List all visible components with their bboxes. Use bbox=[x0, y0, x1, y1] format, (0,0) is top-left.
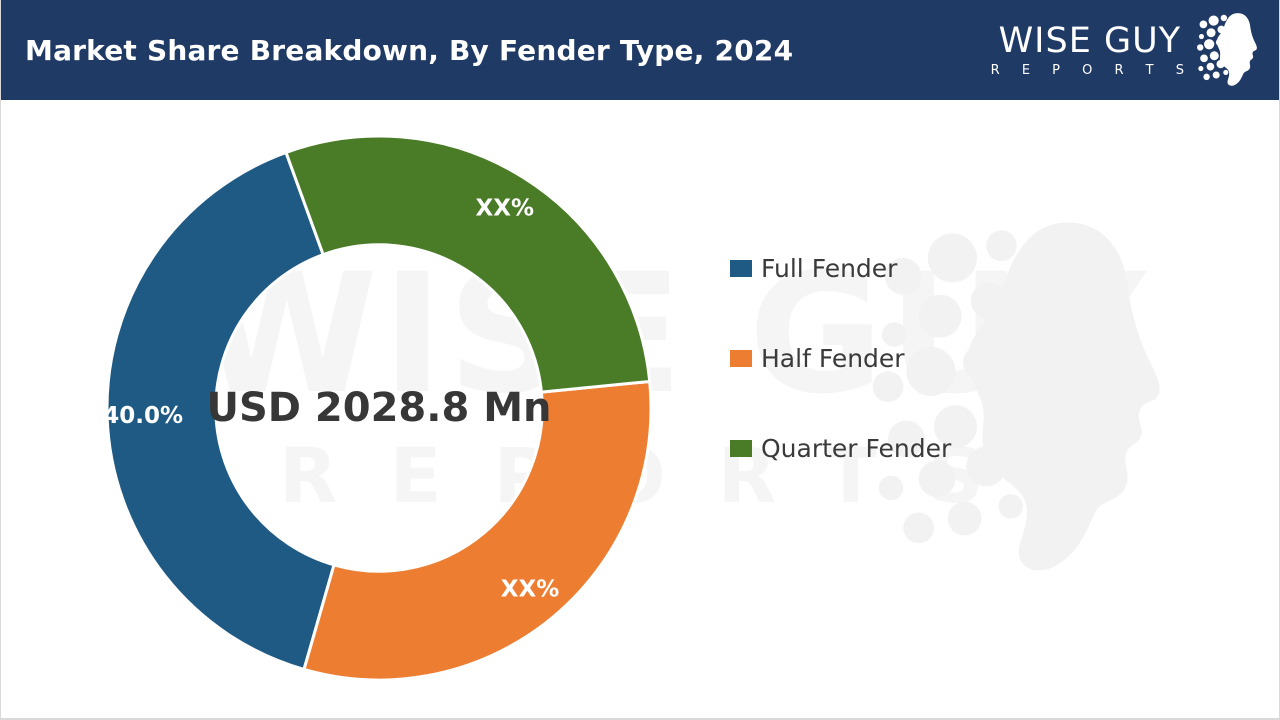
segment-value-label: XX% bbox=[476, 195, 535, 221]
brand-text: WISE GUY R E P O R T S bbox=[987, 20, 1193, 78]
donut-segment bbox=[105, 150, 336, 671]
legend-label: Full Fender bbox=[761, 254, 898, 283]
header: Market Share Breakdown, By Fender Type, … bbox=[1, 0, 1279, 100]
donut-chart: 40.0% XX% XX% bbox=[59, 88, 699, 718]
legend-item: Full Fender bbox=[730, 253, 951, 284]
legend-swatch bbox=[730, 350, 752, 367]
legend: Full Fender Half Fender Quarter Fender bbox=[730, 253, 951, 464]
segment-value-label: XX% bbox=[501, 576, 560, 602]
legend-label: Quarter Fender bbox=[761, 434, 952, 463]
page-title: Market Share Breakdown, By Fender Type, … bbox=[25, 33, 794, 67]
legend-label: Half Fender bbox=[761, 344, 905, 373]
segment-value-label: 40.0% bbox=[103, 403, 183, 429]
brand-name: WISE GUY bbox=[998, 20, 1182, 61]
legend-item: Quarter Fender bbox=[730, 433, 951, 464]
legend-swatch bbox=[730, 260, 752, 277]
brand-subname: R E P O R T S bbox=[990, 62, 1193, 78]
donut-segment bbox=[302, 379, 653, 682]
legend-swatch bbox=[730, 440, 752, 457]
face-dots-icon bbox=[1197, 10, 1261, 90]
brand-logo: WISE GUY R E P O R T S bbox=[987, 10, 1261, 90]
legend-item: Half Fender bbox=[730, 343, 951, 374]
chart-center-value: USD 2028.8 Mn bbox=[206, 385, 552, 431]
donut-segment bbox=[284, 134, 652, 394]
